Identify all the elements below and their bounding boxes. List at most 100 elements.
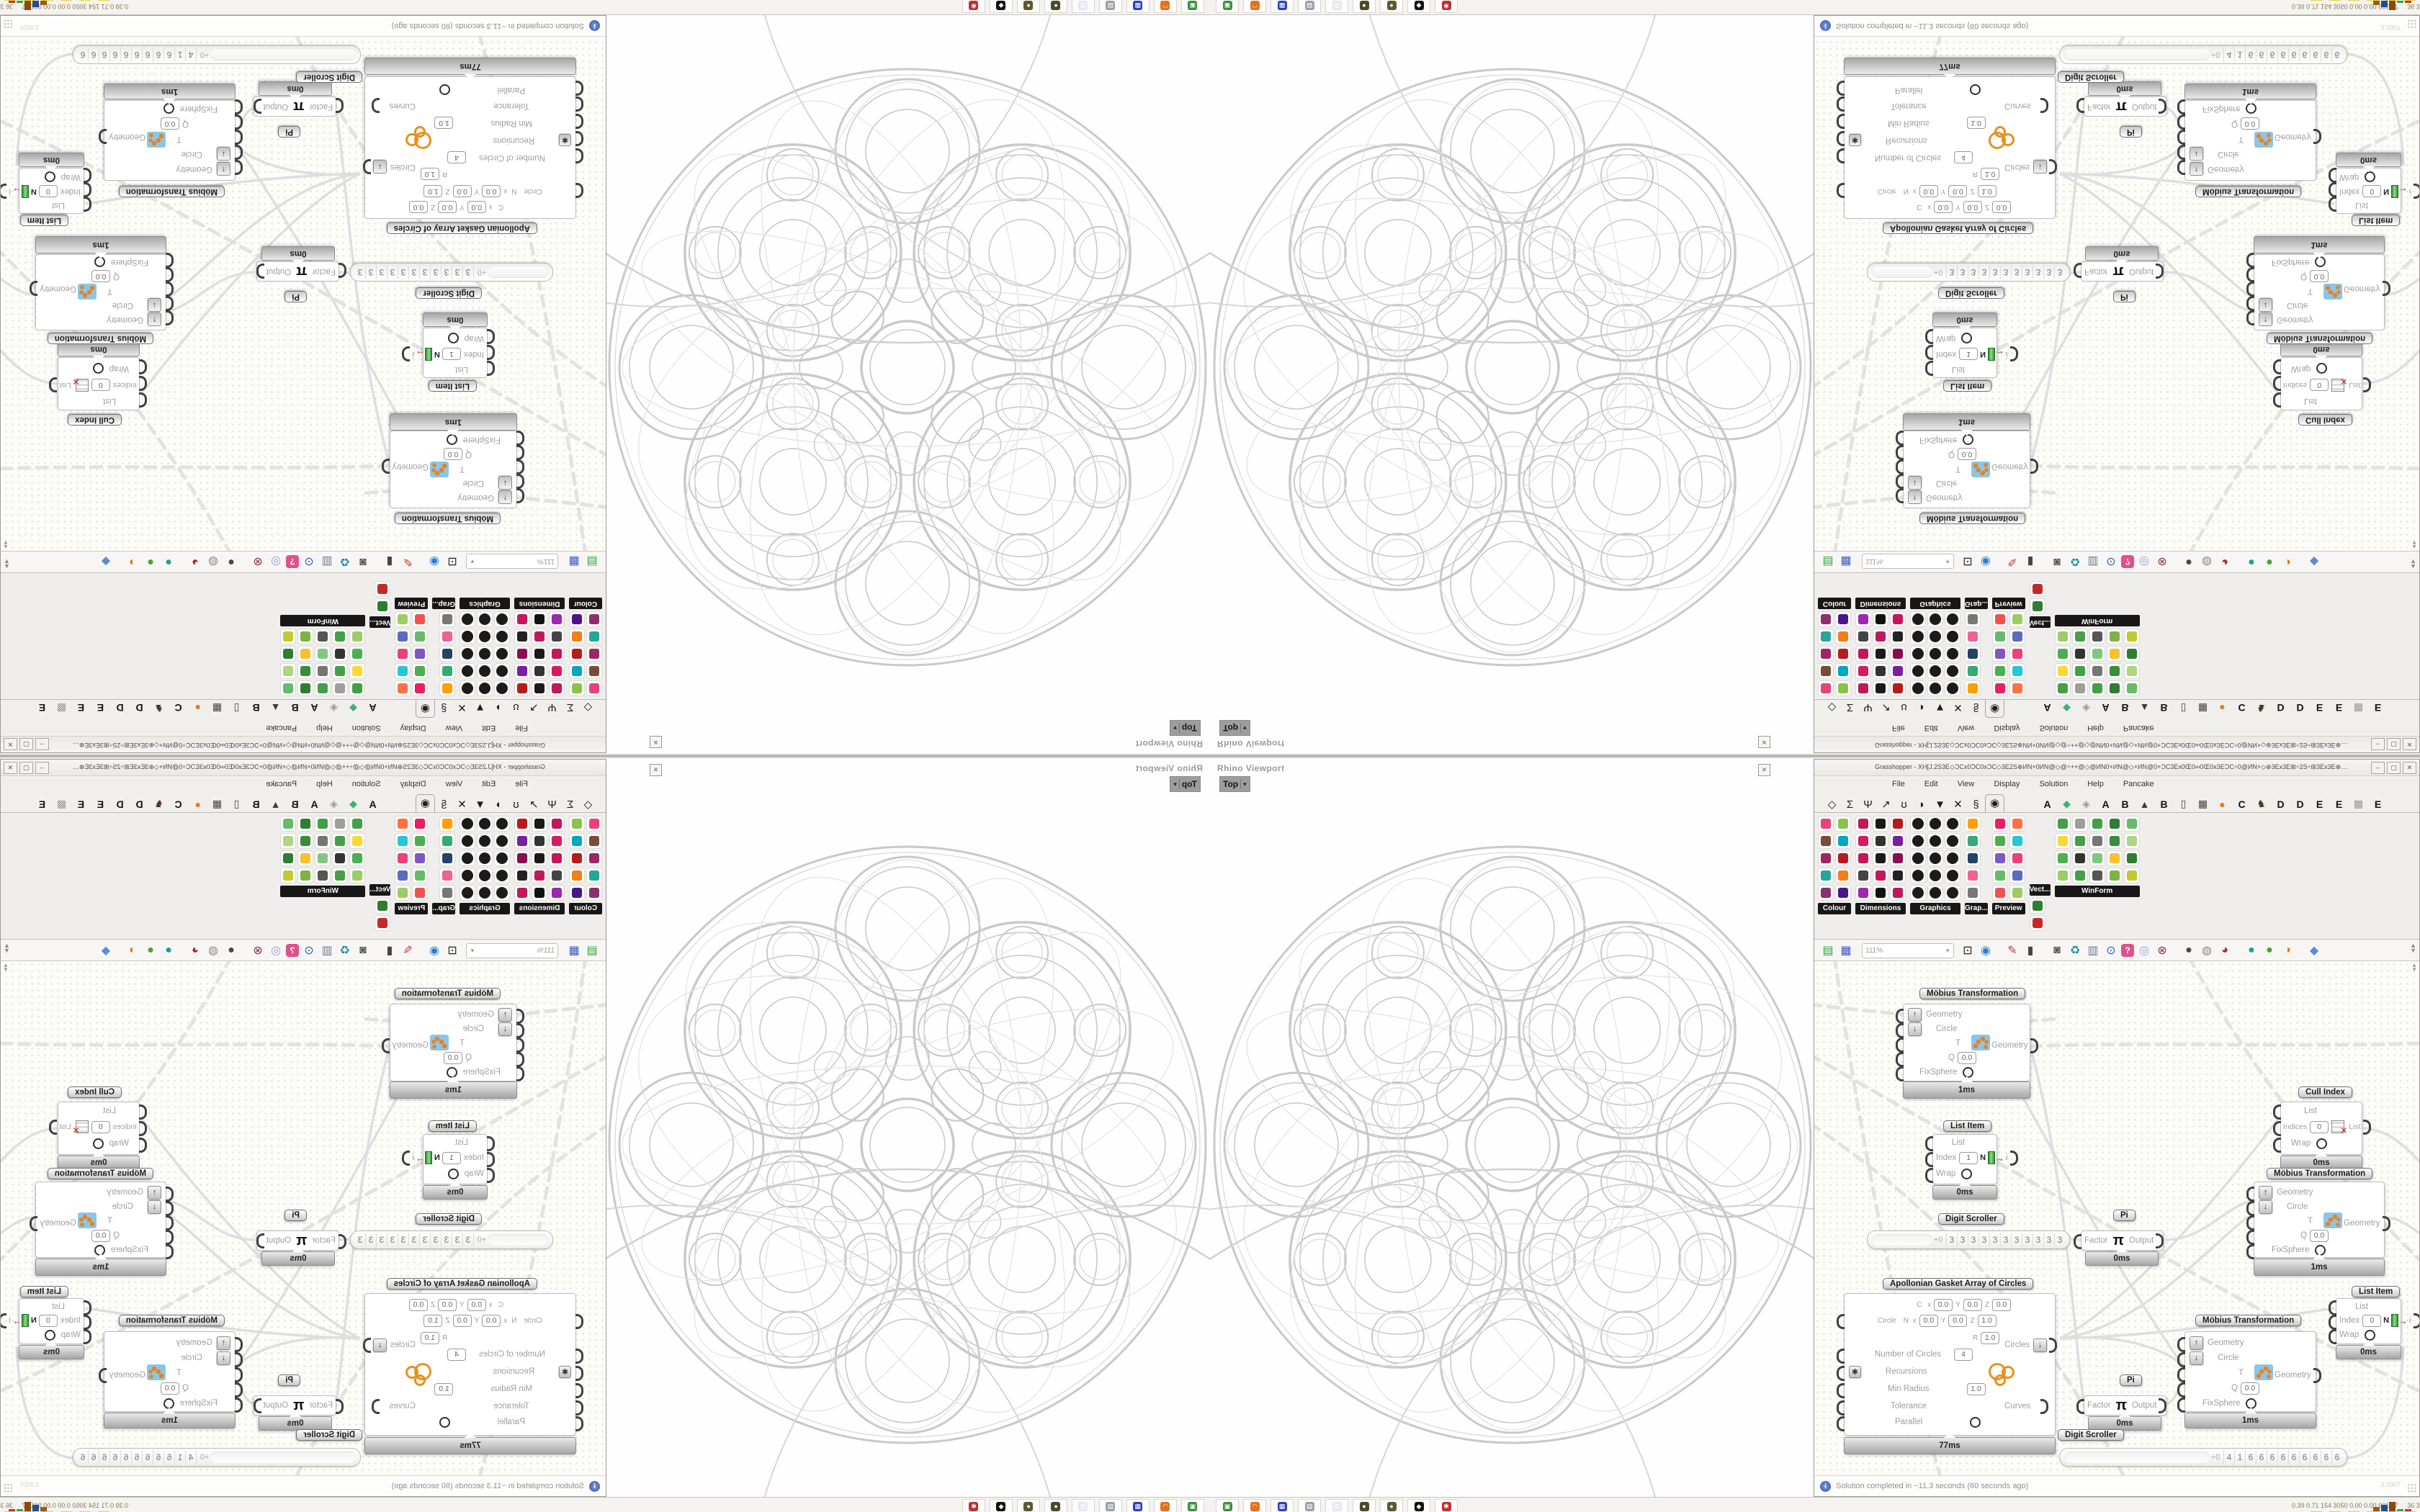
- input-port[interactable]: [2273, 1138, 2281, 1153]
- digit-scroller-2[interactable]: +0 4 1 6 6 6 6 6 6 6 6 6: [73, 1448, 361, 1467]
- palette-component-icon[interactable]: [2029, 598, 2045, 614]
- palette-component-icon[interactable]: [439, 868, 455, 883]
- input-port[interactable]: [2246, 282, 2254, 297]
- palette-component-icon[interactable]: [439, 850, 455, 866]
- value-box[interactable]: 0.0: [91, 270, 111, 283]
- value-box[interactable]: 0.0: [1992, 201, 2012, 214]
- palette-component-icon[interactable]: [349, 629, 366, 644]
- digit-cell[interactable]: 3: [387, 1233, 398, 1247]
- digit-cell[interactable]: 3: [2000, 1233, 2011, 1247]
- palette-component-icon[interactable]: [477, 663, 493, 679]
- palette-component-icon[interactable]: [2106, 680, 2123, 696]
- digit-cell[interactable]: 3: [2022, 1233, 2033, 1247]
- palette-component-icon[interactable]: [1945, 833, 1960, 849]
- tab-plugin[interactable]: C: [174, 702, 182, 714]
- digit-cell[interactable]: 6: [2256, 1450, 2267, 1464]
- output-port[interactable]: [253, 99, 261, 114]
- input-port[interactable]: [2246, 296, 2254, 311]
- palette-component-icon[interactable]: [2009, 663, 2025, 679]
- tab-plugin[interactable]: ◆: [2063, 703, 2071, 714]
- palette-component-icon[interactable]: [1910, 646, 1926, 662]
- node-mobius-transformation-3[interactable]: ↑ Geometry ↓ Circle T Q 0.0 FixSphere Geome…: [2177, 99, 2321, 181]
- scroller-track[interactable]: [210, 49, 356, 60]
- palette-component-icon[interactable]: [477, 833, 493, 849]
- menu-help[interactable]: Help: [2087, 780, 2104, 788]
- gha-loader-icon[interactable]: ♻: [339, 555, 351, 567]
- palette-component-icon[interactable]: [1945, 629, 1960, 644]
- tab-category[interactable]: ▼: [475, 798, 485, 811]
- tab-plugin[interactable]: ▦: [2197, 703, 2208, 714]
- digit-cell[interactable]: 6: [132, 1450, 143, 1464]
- output-port[interactable]: [2382, 281, 2390, 297]
- input-port[interactable]: [1925, 1152, 1933, 1167]
- tab-category[interactable]: Ψ: [547, 701, 557, 714]
- palette-component-icon[interactable]: [2123, 833, 2140, 849]
- palette-component-icon[interactable]: [1818, 629, 1834, 644]
- digit-cell[interactable]: 3: [1989, 1233, 2000, 1247]
- tab-plugin[interactable]: B: [252, 798, 260, 810]
- digit-cell[interactable]: +0: [1933, 1236, 1943, 1244]
- palette-component-icon[interactable]: [332, 680, 349, 696]
- node-title-apollonian[interactable]: Apollonian Gasket Array of Circles: [1883, 1278, 2034, 1290]
- palette-component-icon[interactable]: [280, 816, 297, 832]
- canvas-scroll-icon[interactable]: ▲ ▼: [3, 539, 9, 550]
- input-port[interactable]: [1896, 488, 1904, 503]
- toggle-ring[interactable]: [1963, 434, 1974, 446]
- palette-component-icon[interactable]: [2089, 663, 2105, 679]
- output-port[interactable]: [2009, 346, 2018, 362]
- palette-component-icon[interactable]: [2009, 646, 2025, 662]
- palette-component-icon[interactable]: [315, 629, 331, 644]
- output-port[interactable]: [371, 98, 380, 114]
- menu-display[interactable]: Display: [1994, 780, 2020, 788]
- palette-component-icon[interactable]: [1835, 663, 1851, 679]
- node-title-mobius-1[interactable]: Möbius Transformation: [1919, 988, 2026, 999]
- palette-component-icon[interactable]: [494, 816, 510, 832]
- digit-cell[interactable]: 6: [132, 48, 143, 62]
- palette-component-icon[interactable]: [1873, 663, 1888, 679]
- palette-component-icon[interactable]: [1910, 663, 1926, 679]
- new-file-icon[interactable]: ▤: [1822, 555, 1834, 567]
- tab-category[interactable]: ✕: [457, 701, 467, 714]
- tab-plugin[interactable]: E: [2374, 798, 2382, 810]
- palette-component-icon[interactable]: [569, 885, 585, 901]
- gumdrop-orange-icon[interactable]: ◑: [129, 556, 136, 568]
- palette-component-icon[interactable]: [1818, 833, 1834, 849]
- palette-component-icon[interactable]: [297, 816, 314, 832]
- palette-group-label[interactable]: Graphics: [460, 903, 510, 914]
- taskbar-app-floppy-64[interactable]: ▦: [1270, 0, 1294, 13]
- palette-component-icon[interactable]: [1890, 629, 1906, 644]
- digit-cell[interactable]: 3: [452, 1233, 463, 1247]
- taskbar-app-console[interactable]: ▣: [1216, 1499, 1239, 1512]
- tab-category[interactable]: ↗: [1881, 701, 1891, 714]
- palette-component-icon[interactable]: [1991, 663, 2008, 679]
- save-file-icon[interactable]: ▦: [1840, 555, 1852, 567]
- node-title-mobius-3[interactable]: Möbius Transformation: [118, 186, 225, 197]
- input-port[interactable]: [2273, 1104, 2281, 1120]
- output-port[interactable]: [402, 346, 411, 362]
- palette-component-icon[interactable]: [2123, 646, 2140, 662]
- palette-component-icon[interactable]: [2009, 680, 2025, 696]
- tab-plugin[interactable]: D: [2296, 702, 2304, 714]
- palette-component-icon[interactable]: [2071, 850, 2088, 866]
- tab-plugin[interactable]: A: [369, 702, 377, 714]
- render-view-icon[interactable]: ▮: [386, 945, 393, 957]
- menu-file[interactable]: File: [515, 724, 528, 732]
- new-file-icon[interactable]: ▤: [1822, 945, 1834, 957]
- palette-component-icon[interactable]: [477, 816, 493, 832]
- remote-panel-icon[interactable]: ◙: [359, 944, 367, 956]
- preview-shaded-icon[interactable]: ◕: [2221, 944, 2228, 956]
- flatten-button[interactable]: ↑: [217, 1336, 230, 1350]
- palette-component-icon[interactable]: [549, 646, 565, 662]
- tab-plugin[interactable]: ▲: [2139, 702, 2150, 714]
- tab-plugin[interactable]: E: [97, 798, 104, 810]
- tab-plugin[interactable]: D: [2296, 798, 2304, 810]
- palette-component-icon[interactable]: [395, 611, 411, 627]
- palette-component-icon[interactable]: [412, 868, 429, 883]
- taskbar-app-rhino[interactable]: ◆: [1407, 0, 1430, 13]
- graft-button[interactable]: ↓: [2190, 147, 2203, 161]
- value-box[interactable]: 1.0: [424, 1314, 443, 1327]
- tab-plugin[interactable]: C: [2238, 798, 2246, 810]
- graft-button[interactable]: ↓: [498, 1022, 512, 1036]
- preview-shaded-icon[interactable]: ◕: [192, 944, 199, 956]
